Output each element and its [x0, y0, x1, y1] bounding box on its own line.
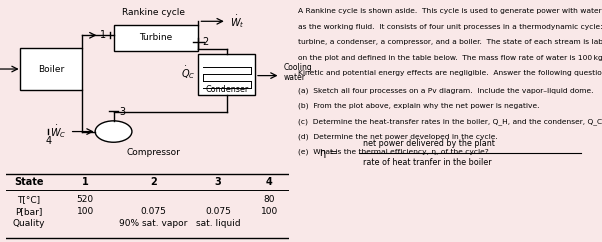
Text: Quality: Quality — [13, 219, 45, 228]
Text: State: State — [14, 177, 43, 188]
Text: as the working fluid.  It consists of four unit processes in a thermodynamic cyc: as the working fluid. It consists of fou… — [298, 24, 602, 30]
Text: Kinetic and potential energy effects are negligible.  Answer the following quest: Kinetic and potential energy effects are… — [298, 70, 602, 76]
Text: P[bar]: P[bar] — [15, 207, 42, 216]
Text: 2: 2 — [203, 37, 209, 47]
Bar — [20, 48, 82, 91]
Text: 80: 80 — [264, 195, 275, 204]
Text: turbine, a condenser, a compressor, and a boiler.  The state of each stream is l: turbine, a condenser, a compressor, and … — [298, 39, 602, 45]
Text: $\dot{W}_C$: $\dot{W}_C$ — [51, 123, 67, 140]
Text: 3: 3 — [215, 177, 222, 188]
Text: 3: 3 — [119, 107, 125, 117]
Circle shape — [95, 121, 132, 142]
Text: 0.075: 0.075 — [140, 207, 166, 216]
Text: Boiler: Boiler — [38, 65, 64, 74]
Text: T[°C]: T[°C] — [17, 195, 40, 204]
Text: η =: η = — [320, 148, 337, 158]
Text: 100: 100 — [261, 207, 278, 216]
Text: Compressor: Compressor — [126, 148, 180, 158]
Text: Turbine: Turbine — [139, 33, 173, 42]
Text: 0.075: 0.075 — [205, 207, 231, 216]
Text: on the plot and defined in the table below.  The mass flow rate of water is 100 : on the plot and defined in the table bel… — [298, 54, 602, 60]
Text: (b)  From the plot above, explain why the net power is negative.: (b) From the plot above, explain why the… — [298, 103, 539, 109]
Text: $\dot{Q}_C$: $\dot{Q}_C$ — [181, 64, 196, 81]
Text: 520: 520 — [76, 195, 94, 204]
Text: sat. liquid: sat. liquid — [196, 219, 241, 228]
Text: 100: 100 — [76, 207, 94, 216]
Text: 4: 4 — [265, 177, 273, 188]
Text: 1: 1 — [82, 177, 88, 188]
Text: A Rankine cycle is shown aside.  This cycle is used to generate power with water: A Rankine cycle is shown aside. This cyc… — [298, 8, 601, 14]
Text: (c)  Determine the heat-transfer rates in the boiler, Q_H, and the condenser, Q_: (c) Determine the heat-transfer rates in… — [298, 118, 602, 125]
Text: 4: 4 — [45, 136, 52, 146]
Text: Condenser: Condenser — [205, 85, 249, 94]
Text: 2: 2 — [150, 177, 157, 188]
Text: (a)  Sketch all four processes on a Pv diagram.  Include the vapor–liquid dome.: (a) Sketch all four processes on a Pv di… — [298, 87, 594, 94]
Text: rate of heat tranfer in the boiler: rate of heat tranfer in the boiler — [362, 158, 491, 167]
Bar — [199, 54, 255, 95]
Text: (e)  What is the thermal efficiency, η, of the cycle?: (e) What is the thermal efficiency, η, o… — [298, 149, 489, 156]
Text: $\dot{W}_t$: $\dot{W}_t$ — [229, 13, 244, 30]
Text: Rankine cycle: Rankine cycle — [122, 8, 185, 17]
Text: Cooling
water: Cooling water — [284, 63, 312, 82]
Text: 1: 1 — [101, 30, 107, 40]
Bar — [114, 25, 199, 51]
Text: 90% sat. vapor: 90% sat. vapor — [119, 219, 187, 228]
Text: (d)  Determine the net power developed in the cycle.: (d) Determine the net power developed in… — [298, 134, 498, 140]
Text: net power delivered by the plant: net power delivered by the plant — [362, 139, 494, 148]
